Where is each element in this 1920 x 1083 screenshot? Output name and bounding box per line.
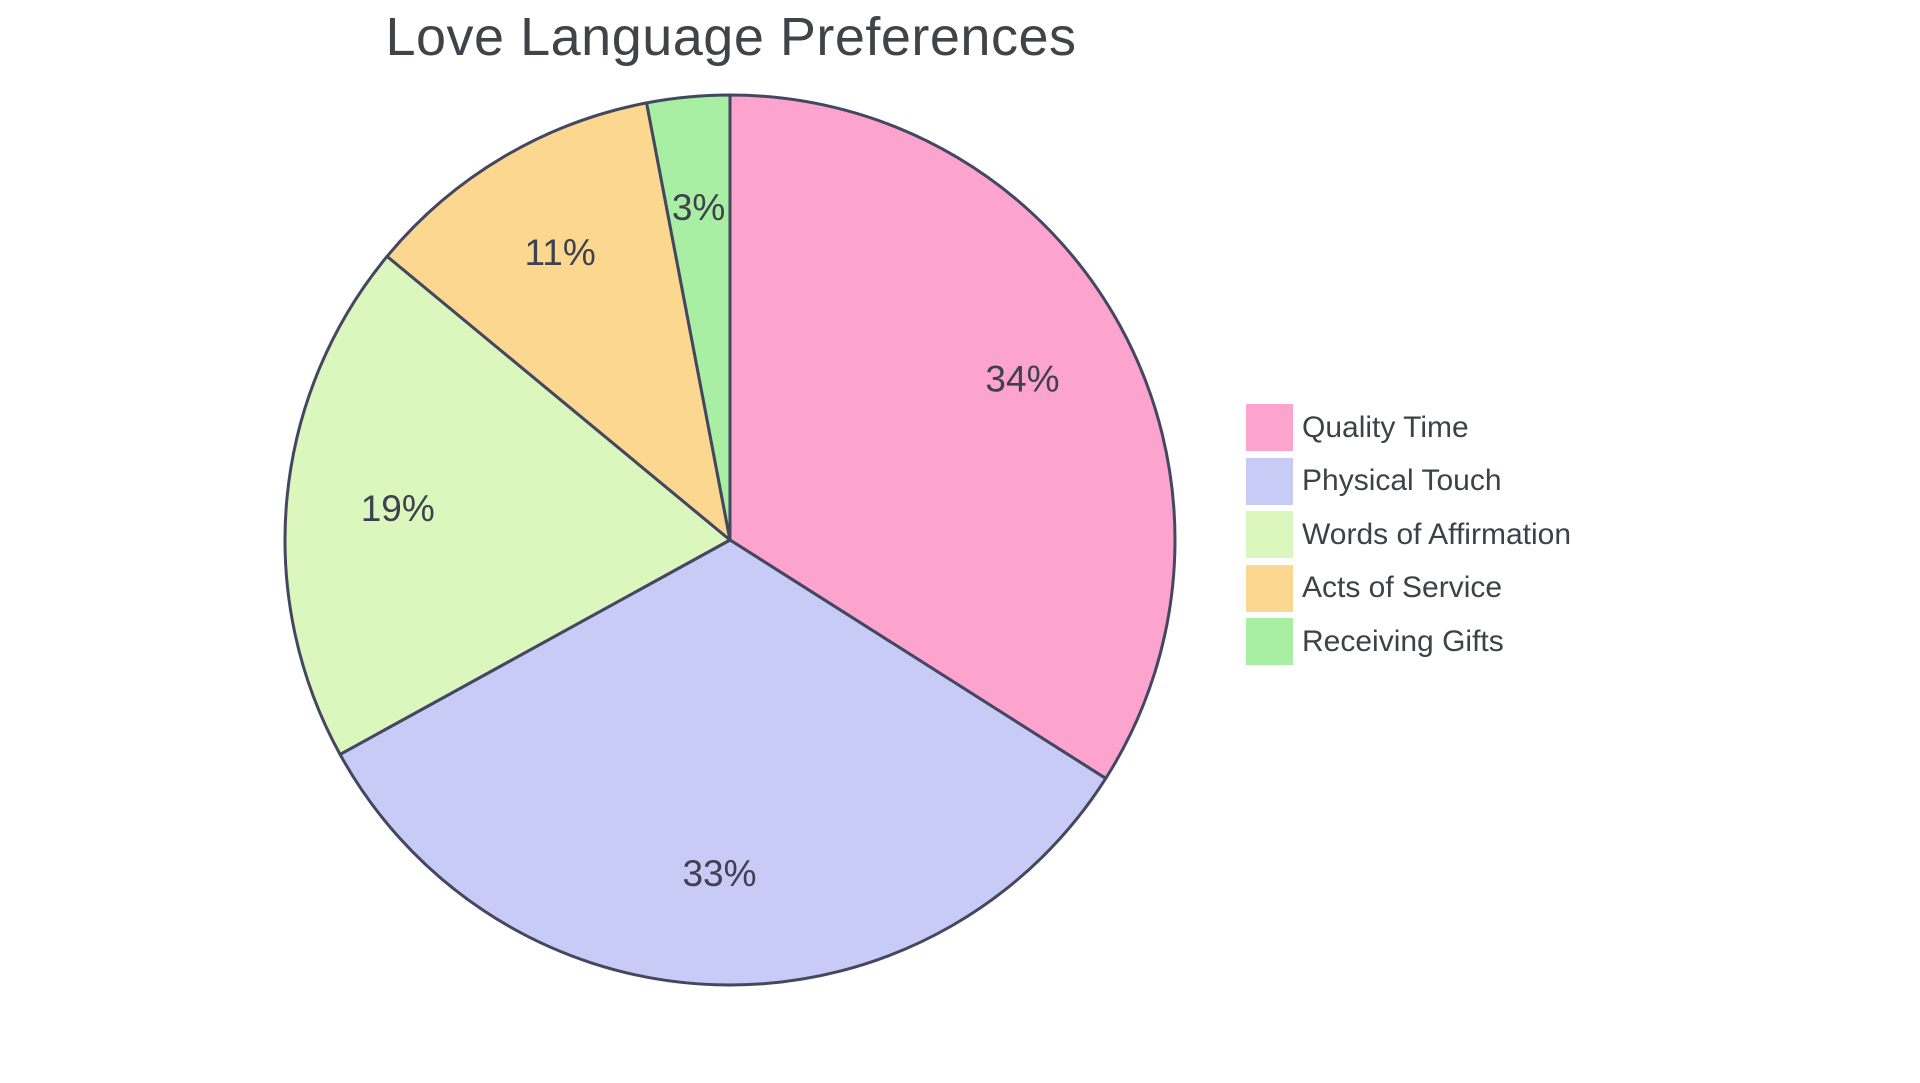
- legend-label: Acts of Service: [1302, 571, 1503, 604]
- legend-label: Physical Touch: [1302, 464, 1502, 497]
- legend-label: Quality Time: [1302, 410, 1469, 444]
- legend-swatch-acts-of-service: [1246, 564, 1293, 612]
- legend-label: Words of Affirmation: [1302, 517, 1572, 551]
- pie-percent-label-physical-touch: 33%: [682, 853, 756, 894]
- legend-label: Receiving Gifts: [1302, 624, 1504, 658]
- pie-slice-receiving-gifts: [645, 93, 732, 542]
- pie-slice-acts-of-service: [385, 101, 732, 542]
- pie-slice-quality-time: [728, 93, 1177, 780]
- legend-swatch-quality-time: [1246, 404, 1293, 451]
- pie-percent-label-words-of-affirmation: 19%: [361, 488, 435, 529]
- legend-item-receiving-gifts: Receiving Gifts: [1246, 618, 1571, 665]
- legend-swatch-receiving-gifts: [1246, 618, 1293, 665]
- legend-item-quality-time: Quality Time: [1246, 404, 1571, 451]
- pie-percent-label-acts-of-service: 11%: [524, 232, 595, 273]
- legend-item-acts-of-service: Acts of Service: [1246, 564, 1571, 612]
- legend-swatch-physical-touch: [1246, 457, 1293, 505]
- legend-item-physical-touch: Physical Touch: [1246, 457, 1571, 505]
- pie-percent-label-receiving-gifts: 3%: [672, 187, 725, 228]
- pie-slice-physical-touch: [338, 538, 1108, 987]
- legend-swatch-words-of-affirmation: [1246, 511, 1293, 558]
- chart-title: Love Language Preferences: [385, 7, 1077, 67]
- pie-slice-words-of-affirmation: [283, 254, 732, 756]
- pie-percent-label-quality-time: 34%: [985, 359, 1059, 400]
- legend-item-words-of-affirmation: Words of Affirmation: [1246, 511, 1571, 558]
- legend: Quality Time Physical Touch Words of Affir…: [1246, 404, 1571, 665]
